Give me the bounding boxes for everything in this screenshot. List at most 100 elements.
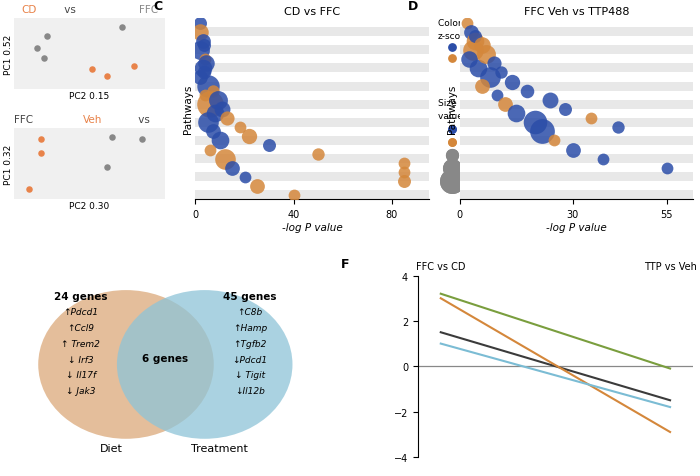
Bar bbox=[195, 91, 429, 100]
Point bbox=[548, 138, 559, 145]
Point bbox=[496, 69, 507, 77]
Bar bbox=[195, 55, 429, 64]
Bar bbox=[195, 191, 429, 200]
X-axis label: -log P value: -log P value bbox=[546, 222, 607, 232]
Text: ↑Hamp: ↑Hamp bbox=[233, 323, 267, 332]
Text: FFC: FFC bbox=[139, 5, 158, 15]
Point bbox=[545, 97, 556, 104]
Point bbox=[484, 74, 496, 82]
Bar bbox=[195, 82, 429, 91]
Point bbox=[195, 74, 206, 82]
Bar bbox=[460, 119, 693, 128]
Text: F: F bbox=[341, 257, 349, 270]
Bar bbox=[460, 100, 693, 109]
Point bbox=[244, 133, 255, 140]
Bar bbox=[195, 109, 429, 119]
Text: ↑C8b: ↑C8b bbox=[237, 307, 262, 316]
Bar bbox=[460, 55, 693, 64]
Bar bbox=[460, 37, 693, 46]
Point bbox=[477, 83, 488, 91]
Point bbox=[461, 20, 472, 28]
Text: FFC: FFC bbox=[14, 115, 36, 125]
Bar bbox=[460, 109, 693, 119]
Point bbox=[398, 160, 409, 168]
Point bbox=[204, 147, 216, 154]
Y-axis label: Pathways: Pathways bbox=[447, 85, 457, 134]
Point bbox=[507, 79, 518, 86]
Text: value of z-score: value of z-score bbox=[438, 111, 510, 120]
Bar bbox=[195, 10, 429, 19]
Point bbox=[136, 136, 148, 143]
Bar bbox=[195, 155, 429, 164]
Text: ↓ Jak3: ↓ Jak3 bbox=[66, 387, 95, 396]
Bar bbox=[195, 73, 429, 82]
Text: TTP488: TTP488 bbox=[204, 115, 243, 125]
Text: vs: vs bbox=[61, 5, 79, 15]
Point bbox=[197, 65, 209, 73]
X-axis label: PC2 0.30: PC2 0.30 bbox=[69, 201, 109, 210]
Point bbox=[202, 119, 214, 127]
Text: ↑Tgfb2: ↑Tgfb2 bbox=[233, 339, 267, 348]
Text: Color by: Color by bbox=[438, 19, 476, 28]
Bar bbox=[460, 73, 693, 82]
Point bbox=[661, 165, 672, 172]
Point bbox=[612, 124, 623, 131]
Bar bbox=[460, 164, 693, 173]
Point bbox=[195, 29, 206, 37]
Point bbox=[491, 92, 503, 100]
Text: Treatment: Treatment bbox=[191, 444, 248, 454]
Point bbox=[199, 92, 211, 100]
X-axis label: -log P value: -log P value bbox=[281, 222, 342, 232]
Point bbox=[567, 147, 578, 154]
Point bbox=[214, 138, 225, 145]
Point bbox=[201, 60, 212, 68]
Bar bbox=[460, 155, 693, 164]
Ellipse shape bbox=[38, 290, 214, 439]
Point bbox=[195, 20, 206, 28]
Point bbox=[529, 119, 540, 127]
Point bbox=[129, 63, 140, 71]
Point bbox=[197, 38, 209, 46]
Legend: Negative, Positive, 2, 3, 4: Negative, Positive, 2, 3, 4 bbox=[442, 125, 505, 186]
Bar bbox=[195, 119, 429, 128]
Point bbox=[597, 156, 608, 163]
Bar bbox=[460, 137, 693, 146]
Bar bbox=[195, 64, 429, 73]
Point bbox=[463, 56, 475, 64]
Text: Veh: Veh bbox=[83, 115, 103, 125]
Point bbox=[102, 73, 113, 81]
Text: ↑Pdcd1: ↑Pdcd1 bbox=[63, 307, 98, 316]
Title: FFC Veh vs TTP488: FFC Veh vs TTP488 bbox=[524, 7, 629, 17]
Text: Diet: Diet bbox=[99, 444, 122, 454]
Title: CD vs FFC: CD vs FFC bbox=[284, 7, 340, 17]
Point bbox=[222, 115, 233, 122]
Bar bbox=[460, 82, 693, 91]
Point bbox=[102, 164, 113, 172]
Point bbox=[499, 101, 510, 109]
Ellipse shape bbox=[117, 290, 293, 439]
Point bbox=[217, 106, 228, 113]
Bar bbox=[195, 164, 429, 173]
Point bbox=[288, 192, 300, 199]
Text: ↑Ccl9: ↑Ccl9 bbox=[67, 323, 94, 332]
Point bbox=[227, 165, 238, 172]
Bar bbox=[460, 91, 693, 100]
Bar bbox=[460, 28, 693, 37]
Point bbox=[207, 88, 218, 95]
Bar bbox=[195, 173, 429, 182]
Point bbox=[466, 29, 477, 37]
Point bbox=[398, 178, 409, 186]
Point bbox=[36, 136, 47, 143]
Bar bbox=[195, 146, 429, 155]
Bar bbox=[195, 137, 429, 146]
Point bbox=[202, 83, 214, 91]
Bar bbox=[195, 28, 429, 37]
Point bbox=[488, 60, 499, 68]
Text: 24 genes: 24 genes bbox=[54, 291, 107, 301]
Text: ↑ Trem2: ↑ Trem2 bbox=[61, 339, 100, 348]
Text: ↓Pdcd1: ↓Pdcd1 bbox=[232, 355, 267, 364]
Point bbox=[559, 106, 570, 113]
Point bbox=[117, 24, 128, 31]
X-axis label: PC2 0.15: PC2 0.15 bbox=[69, 91, 109, 100]
Point bbox=[263, 142, 274, 149]
